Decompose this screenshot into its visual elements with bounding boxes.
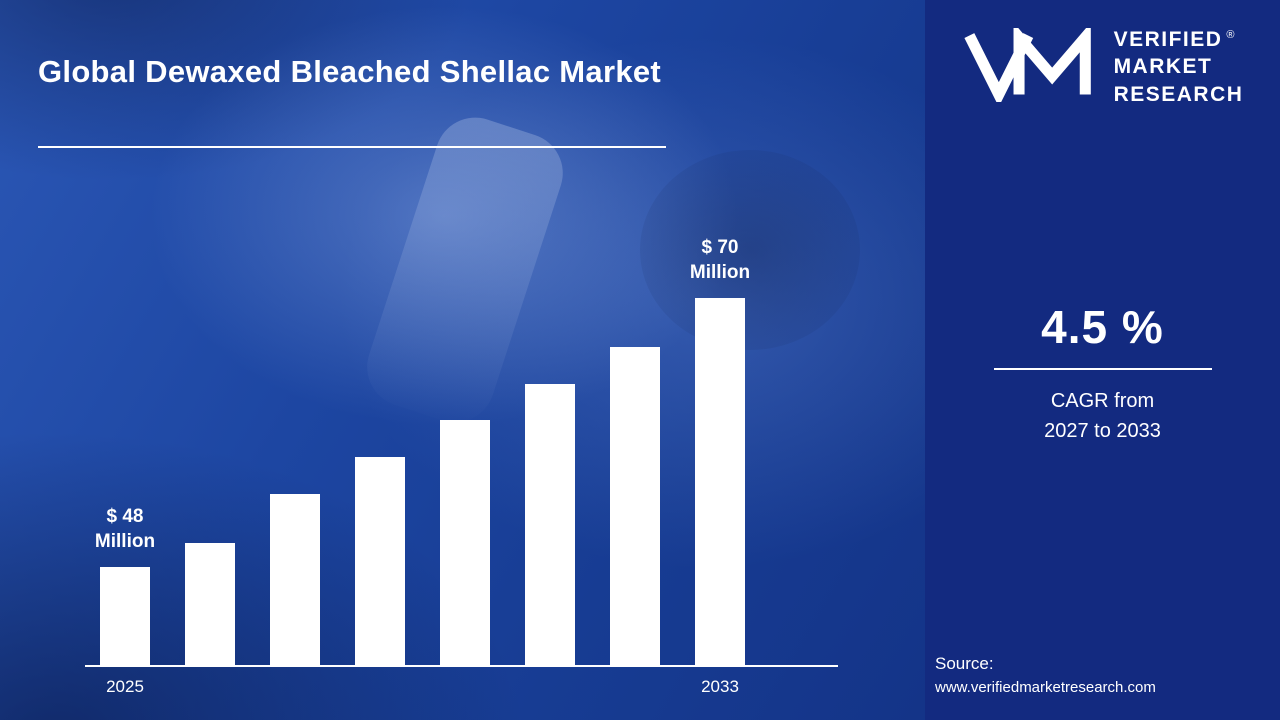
background-decoration [640, 150, 860, 350]
cagr-block: 4.5 % CAGR from 2027 to 2033 [925, 300, 1280, 446]
bar-group [610, 347, 660, 665]
cagr-label-line-1: CAGR from [1050, 390, 1155, 412]
bar-value-label: $ 48 Million [94, 505, 156, 553]
x-axis-line [85, 665, 838, 667]
bar [185, 543, 235, 665]
bar-chart-bars: $ 48 Million 2025 $ 70 Million 2033 [95, 235, 750, 696]
registered-mark: ® [1226, 29, 1237, 41]
bar-group [185, 543, 235, 665]
bar-group: $ 70 Million 2033 [690, 235, 750, 696]
bar-group [270, 494, 320, 665]
cagr-value: 4.5 % [1041, 301, 1164, 353]
chart-area-background: Global Dewaxed Bleached Shellac Market $… [0, 0, 925, 720]
source-block: Source: www.verifiedmarketresearch.com [935, 654, 1156, 696]
x-axis-label: 2033 [701, 677, 739, 696]
bar [100, 567, 150, 665]
cagr-label-line-2: 2027 to 2033 [1044, 420, 1161, 442]
bar [440, 420, 490, 665]
bar [525, 384, 575, 665]
source-label: Source: [935, 654, 994, 673]
page-title: Global Dewaxed Bleached Shellac Market [38, 54, 662, 89]
bar-value-label: $ 70 Million [689, 236, 751, 284]
brand-block: VERIFIED ® MARKET RESEARCH [925, 26, 1280, 108]
brand-line-2: MARKET [1113, 55, 1213, 79]
bar-group [525, 384, 575, 665]
vmr-logo-icon [963, 28, 1091, 102]
cagr-underline [993, 368, 1212, 370]
brand-line-1: VERIFIED [1113, 28, 1223, 51]
side-panel: VERIFIED ® MARKET RESEARCH 4.5 % CAGR fro… [925, 0, 1280, 720]
bar-group [440, 420, 490, 665]
brand-name: VERIFIED ® MARKET RESEARCH [1114, 26, 1244, 108]
source-url: www.verifiedmarketresearch.com [935, 679, 1156, 696]
x-axis-label: 2025 [106, 677, 144, 696]
bar-group [355, 457, 405, 665]
brand-line-3: RESEARCH [1113, 82, 1244, 106]
bar [610, 347, 660, 665]
bar [695, 298, 745, 665]
bar [270, 494, 320, 665]
bar [355, 457, 405, 665]
bar-group: $ 48 Million 2025 [95, 504, 155, 696]
title-underline [38, 146, 666, 148]
